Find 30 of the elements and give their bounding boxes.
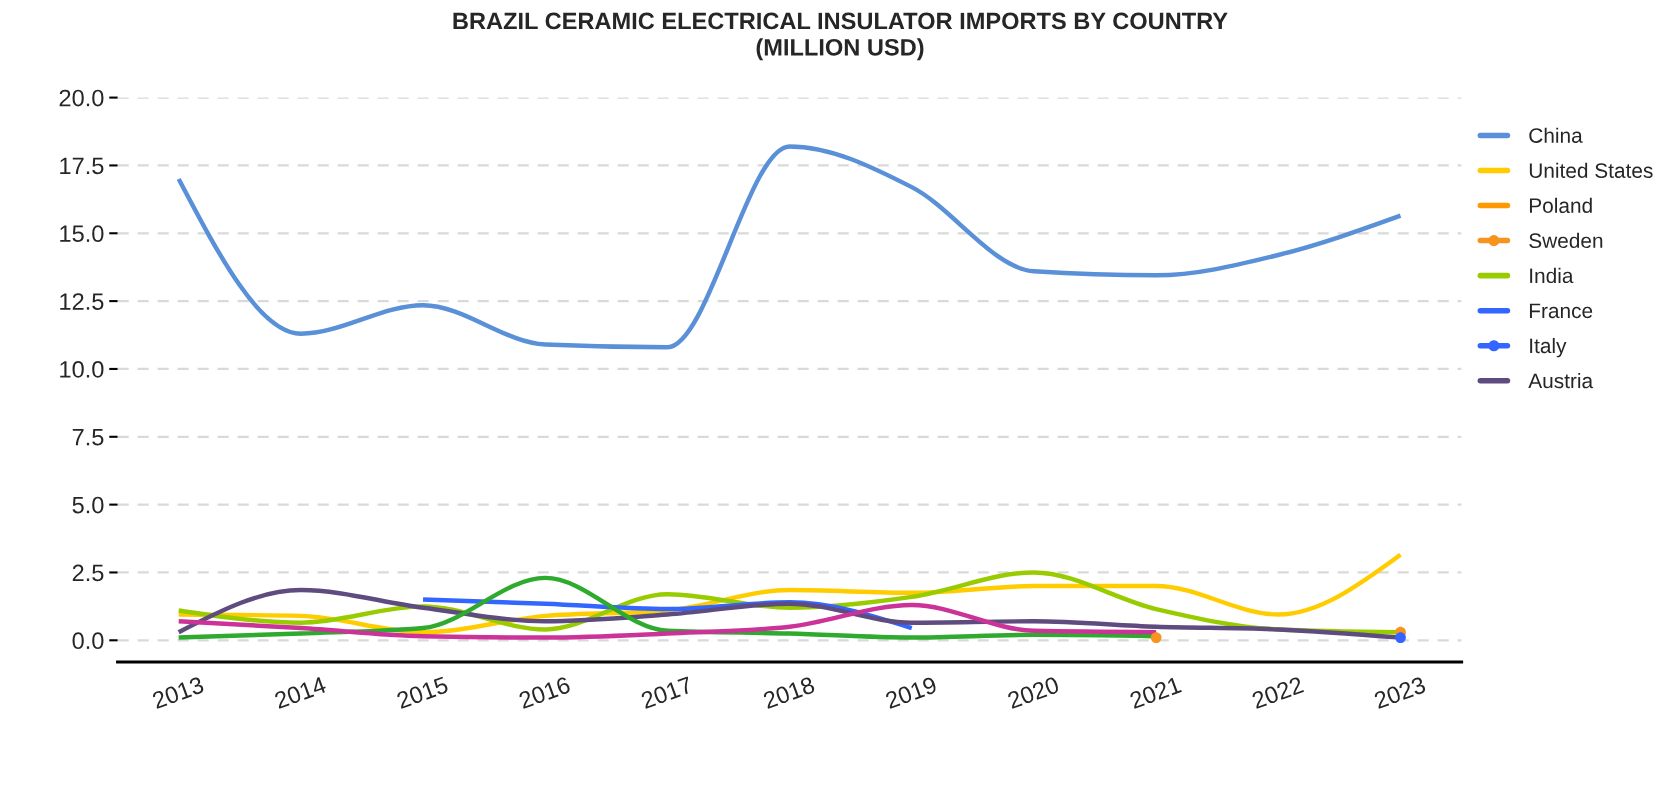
y-tick-label: 10.0: [60, 361, 104, 378]
legend-label: Poland: [1529, 197, 1592, 214]
line-series: [176, 144, 1403, 350]
legend-label: France: [1529, 303, 1593, 319]
x-tick-label: 2017: [640, 676, 694, 710]
x-tick-label: 2016: [518, 676, 572, 710]
legend-label: China: [1529, 127, 1583, 143]
y-tick-label: 17.5: [60, 157, 104, 175]
x-tick-label: 2020: [1006, 676, 1060, 710]
y-tick-label: 2.5: [72, 564, 104, 582]
x-tick-label: 2019: [884, 676, 938, 710]
legend-label: Italy: [1530, 337, 1567, 358]
legend-label: Austria: [1528, 372, 1594, 389]
x-tick-label: 2022: [1251, 676, 1305, 710]
legend-label: United States: [1529, 162, 1653, 178]
chart-title: BRAZIL CERAMIC ELECTRICAL INSULATOR IMPORTS BY COUNTRY (MILLION USD): [453, 12, 1228, 61]
legend-label: India: [1530, 267, 1574, 284]
y-tick-label: 7.5: [72, 429, 104, 446]
x-tick-label: 2021: [1129, 676, 1182, 710]
x-tick-label: 2014: [273, 676, 328, 710]
y-tick-label: 20.0: [59, 89, 104, 107]
y-tick-label: 0.0: [72, 632, 104, 650]
x-tick-label: 2015: [395, 676, 449, 710]
legend-label: Sweden: [1529, 232, 1603, 249]
x-tick-label: 2023: [1373, 676, 1427, 710]
x-tick-label: 2013: [151, 676, 205, 710]
x-tick-label: 2018: [762, 676, 816, 710]
y-tick-label: 5.0: [72, 496, 104, 514]
y-tick-label: 15.0: [60, 225, 104, 243]
y-tick-label: 12.5: [60, 293, 104, 310]
